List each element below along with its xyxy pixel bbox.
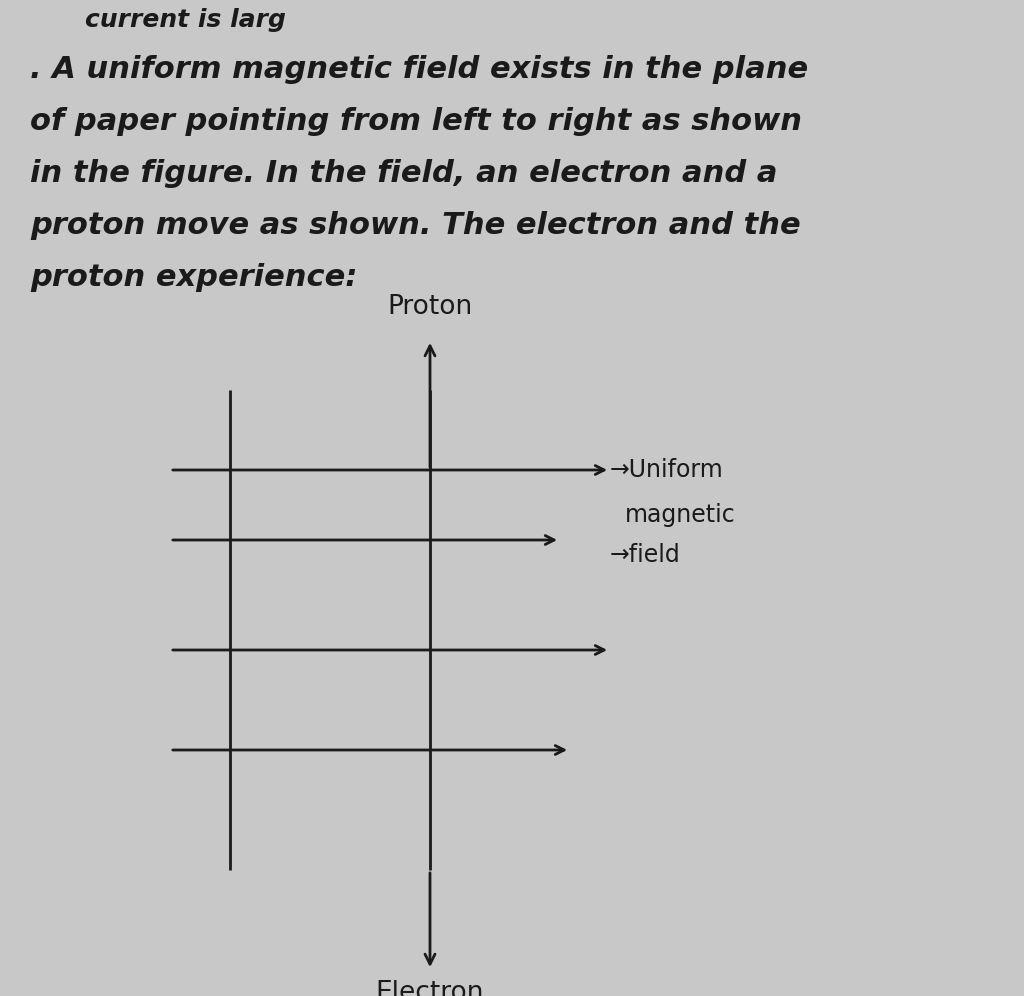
Text: Proton: Proton	[387, 294, 473, 320]
Text: of paper pointing from left to right as shown: of paper pointing from left to right as …	[30, 107, 802, 136]
Text: current is larg: current is larg	[85, 8, 286, 32]
Text: in the figure. In the field, an electron and a: in the figure. In the field, an electron…	[30, 159, 777, 188]
Text: proton move as shown. The electron and the: proton move as shown. The electron and t…	[30, 211, 801, 240]
Text: Electron: Electron	[376, 980, 484, 996]
Text: →Uniform: →Uniform	[610, 458, 724, 482]
Text: proton experience:: proton experience:	[30, 263, 357, 292]
Text: . A uniform magnetic field exists in the plane: . A uniform magnetic field exists in the…	[30, 55, 808, 84]
Text: magnetic: magnetic	[625, 503, 736, 527]
Text: →field: →field	[610, 543, 681, 567]
